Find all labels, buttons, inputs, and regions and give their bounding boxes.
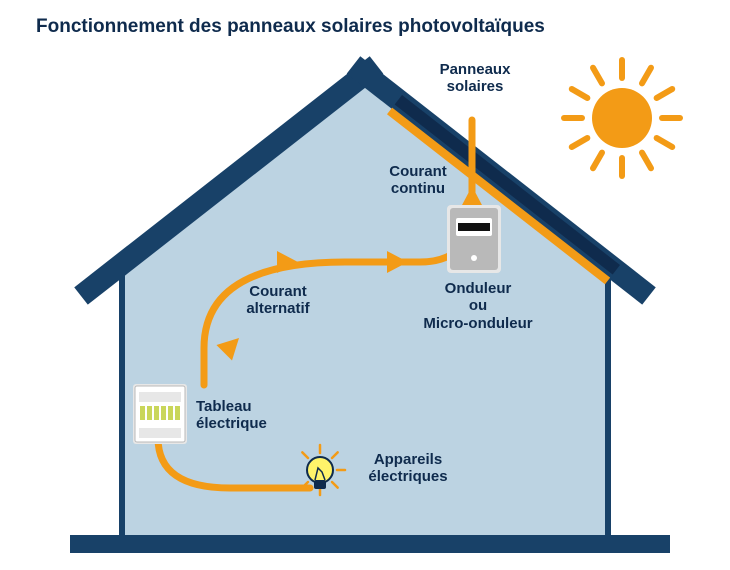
house-base <box>70 535 670 553</box>
label-devices: Appareils électriques <box>328 451 488 486</box>
sun-ray <box>657 138 673 147</box>
sun-ray <box>642 68 651 84</box>
sun-ray <box>657 89 673 98</box>
sun-ray <box>572 89 588 98</box>
sun-ray <box>593 153 602 169</box>
sun-ray <box>572 138 588 147</box>
label-inverter: Onduleur ou Micro-onduleur <box>398 280 558 332</box>
inverter-icon <box>447 205 501 273</box>
diagram-title: Fonctionnement des panneaux solaires pho… <box>36 16 545 38</box>
label-dc: Courant continu <box>338 163 498 198</box>
sun-icon <box>592 88 652 148</box>
wall-right <box>605 275 611 535</box>
label-ac: Courant alternatif <box>198 283 358 318</box>
wall-left <box>119 275 125 535</box>
label-panels: Panneaux solaires <box>395 61 555 96</box>
sun-ray <box>593 68 602 84</box>
sun-ray <box>642 153 651 169</box>
electrical-panel-icon <box>133 384 187 444</box>
label-panel: Tableau électrique <box>196 398 356 433</box>
